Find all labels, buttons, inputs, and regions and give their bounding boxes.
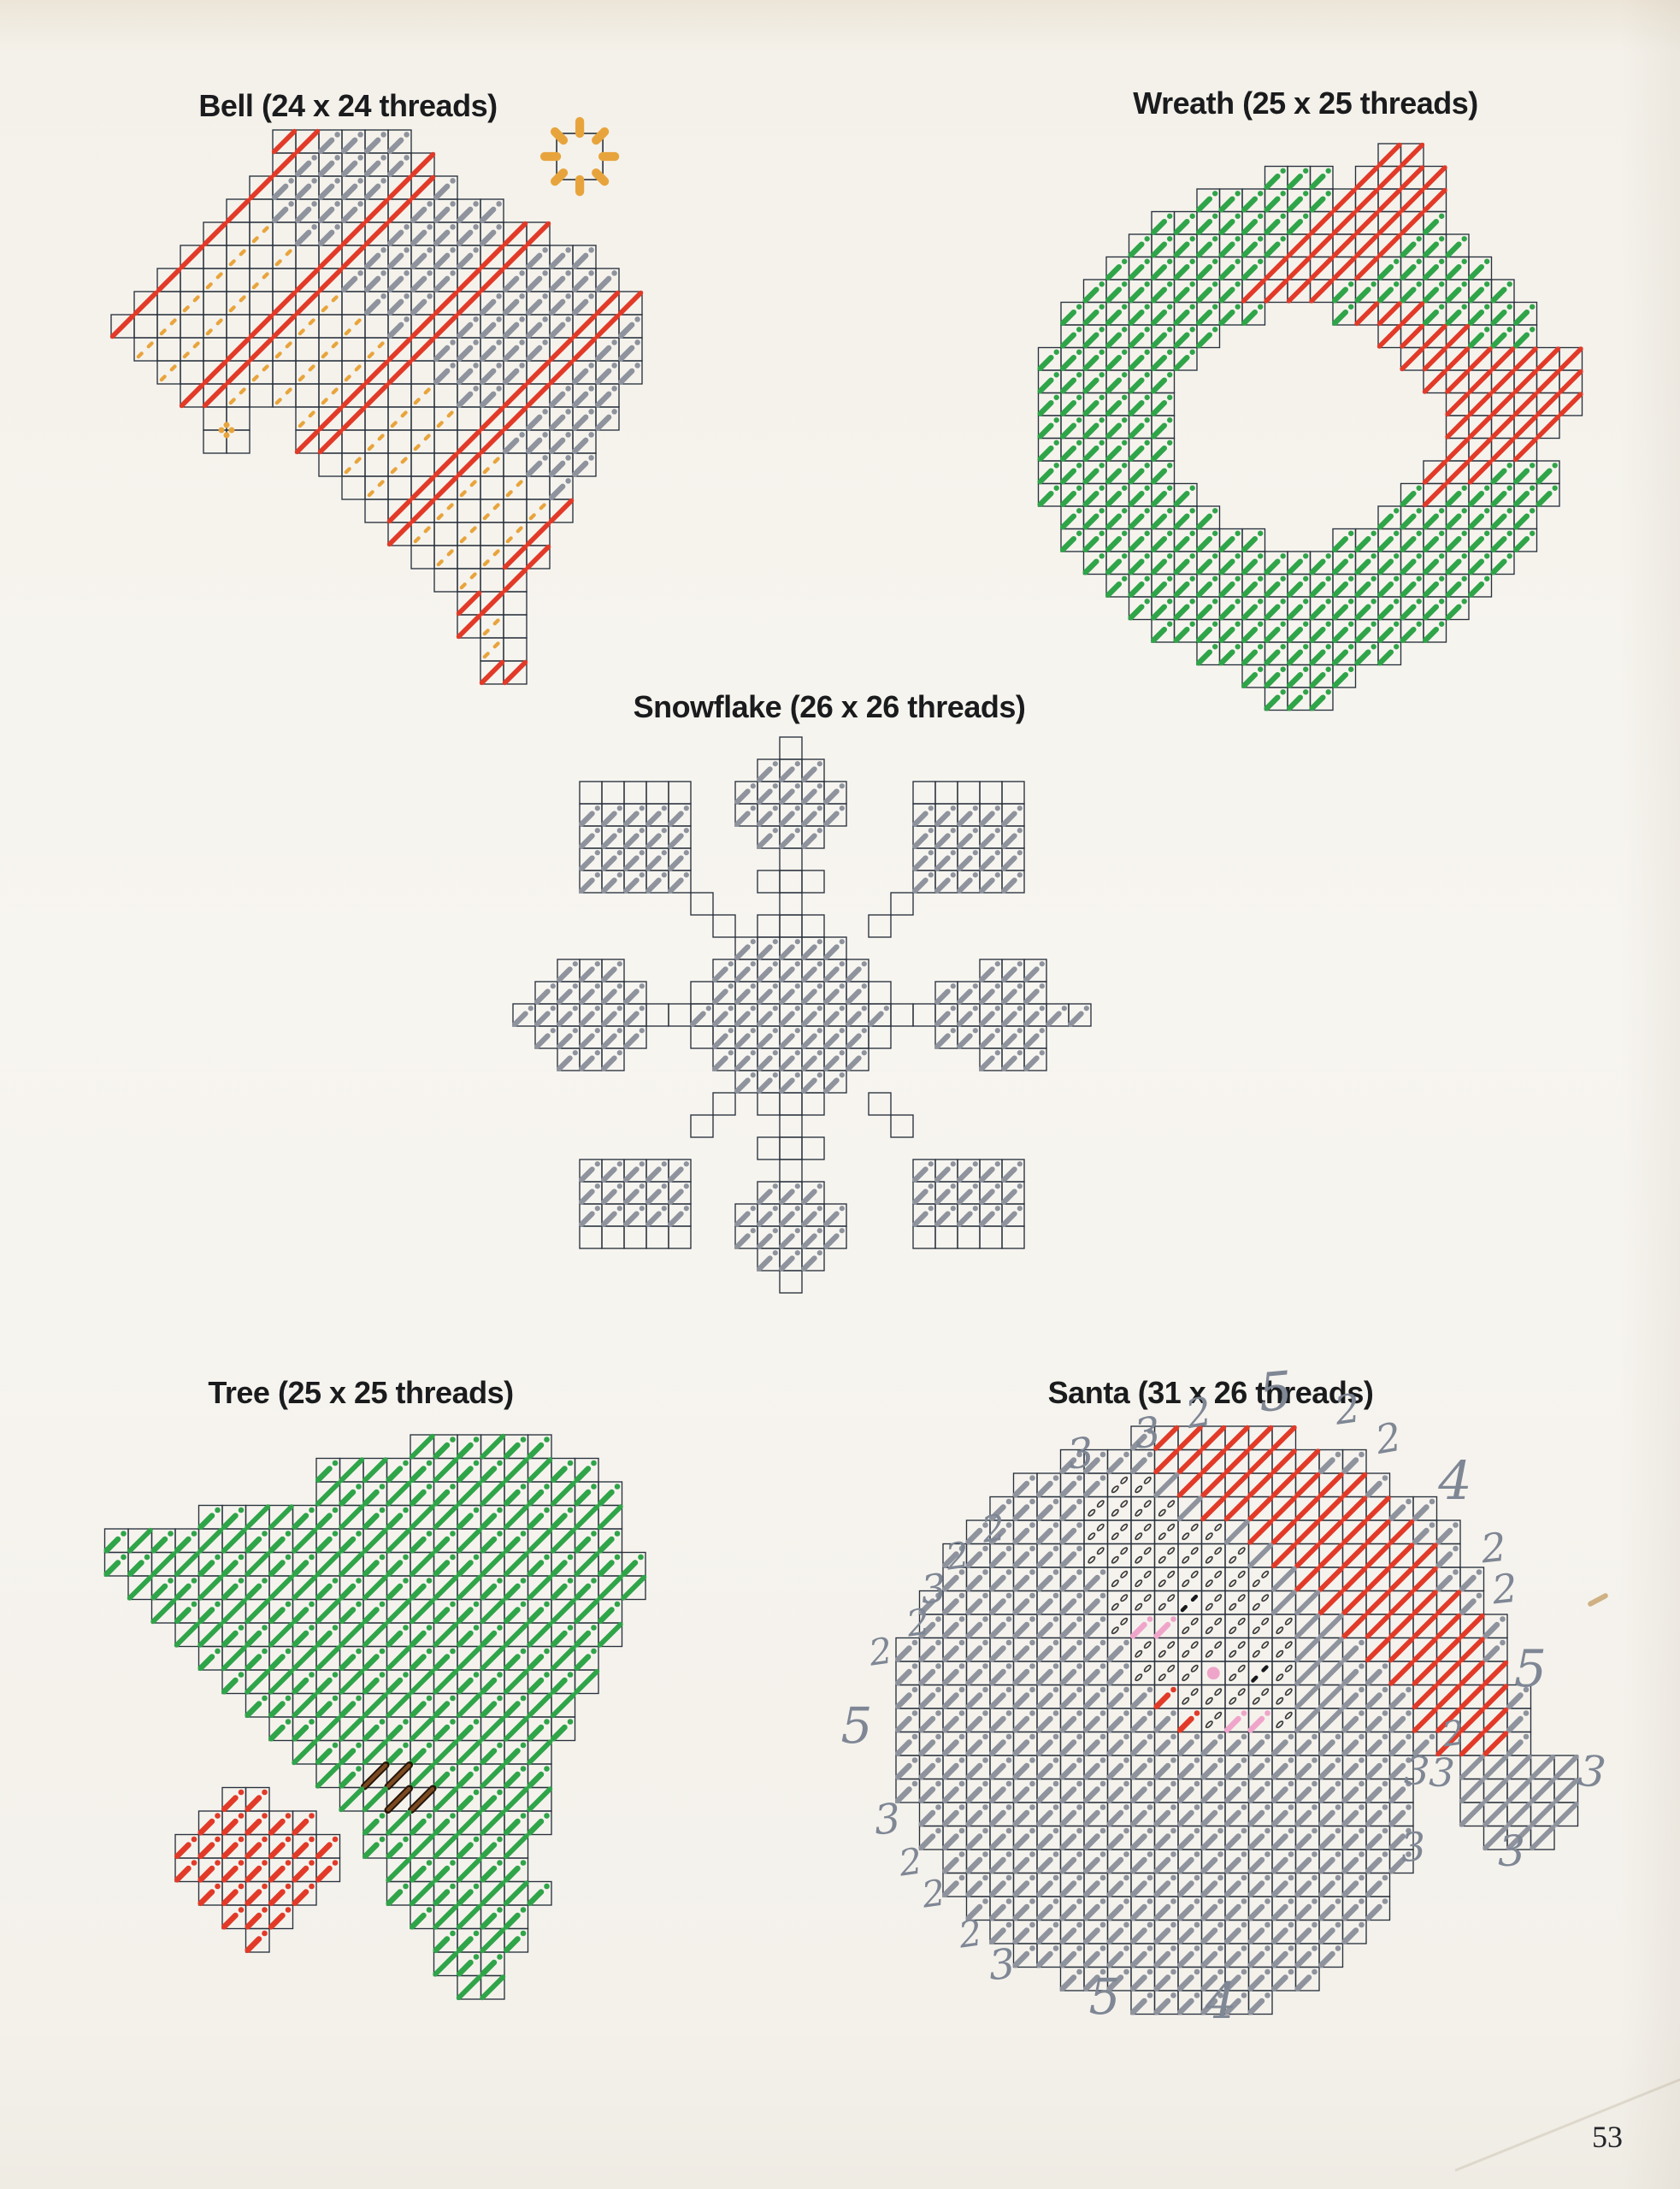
bell-grid-svg xyxy=(109,116,644,686)
page-number: 53 xyxy=(1592,2120,1623,2154)
bell-stitch-chart xyxy=(109,116,644,686)
pencil-annotation: 3 xyxy=(987,1939,1017,1991)
pencil-annotation: 3 xyxy=(1576,1745,1608,1798)
pencil-annotation: 2 xyxy=(866,1629,895,1674)
pencil-annotation: 2 xyxy=(1478,1523,1509,1572)
santa-grid-svg xyxy=(894,1425,1579,2015)
pencil-annotation: 2 xyxy=(943,1533,972,1578)
wreath-grid-svg xyxy=(1037,142,1583,711)
tree-grid-svg xyxy=(103,1433,647,2001)
bell-chart-title: Bell (24 x 24 threads) xyxy=(198,88,498,123)
pencil-annotation: 2 xyxy=(1440,1713,1467,1755)
snowflake-grid-svg xyxy=(511,736,1092,1294)
pencil-annotation: 33 xyxy=(1402,1747,1457,1797)
pencil-annotation: 2 xyxy=(1489,1564,1520,1614)
pencil-annotation: 4 xyxy=(1205,1972,1237,2030)
snowflake-stitch-chart xyxy=(511,736,1092,1294)
pencil-annotation: 3 xyxy=(1399,1823,1428,1871)
pencil-annotation: 3 xyxy=(1498,1826,1525,1876)
pencil-annotation: 5 xyxy=(1088,1968,1121,2026)
pencil-annotation: 5 xyxy=(840,1696,873,1755)
pencil-annotation: 5 xyxy=(1256,1359,1295,1425)
wreath-chart-title: Wreath (25 x 25 threads) xyxy=(1133,86,1478,121)
page-curl xyxy=(1454,2063,1680,2172)
tree-stitch-chart xyxy=(81,1433,647,2001)
pencil-annotation: 2 xyxy=(956,1911,985,1956)
pencil-annotation: 3 xyxy=(872,1794,903,1845)
pencil-annotation: 5 xyxy=(1513,1639,1547,1699)
pencil-annotation: 2 xyxy=(1331,1384,1364,1434)
wreath-stitch-chart xyxy=(1016,142,1583,711)
pencil-annotation: 3 xyxy=(1064,1428,1098,1479)
pencil-annotation: 2 xyxy=(919,1871,948,1916)
santa-stitch-chart xyxy=(894,1425,1579,2015)
pencil-annotation: 3 xyxy=(1130,1407,1164,1459)
santa-chart-title: Santa (31 x 26 threads) xyxy=(1047,1375,1374,1410)
paper-speck xyxy=(1587,1592,1609,1608)
pencil-annotation: 2 xyxy=(904,1600,933,1645)
snowflake-chart-title: Snowflake (26 x 26 threads) xyxy=(633,689,1026,724)
tree-chart-title: Tree (25 x 25 threads) xyxy=(208,1375,514,1410)
pencil-annotation: 2 xyxy=(979,1506,1008,1551)
pencil-annotation: 4 xyxy=(1438,1449,1472,1512)
